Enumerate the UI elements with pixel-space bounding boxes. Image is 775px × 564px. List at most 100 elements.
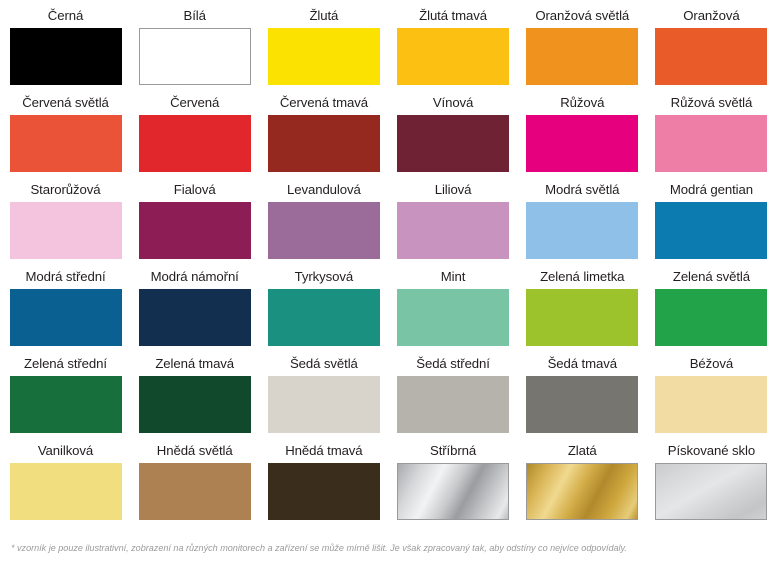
color-swatch[interactable]: Mint — [397, 265, 510, 352]
color-swatch-label: Růžová — [560, 95, 605, 110]
color-swatch[interactable]: Béžová — [655, 352, 768, 439]
color-swatch[interactable]: Zelená střední — [9, 352, 122, 439]
color-swatch[interactable]: Starorůžová — [9, 178, 122, 265]
color-swatch[interactable]: Oranžová — [655, 4, 768, 91]
color-swatch-grid: Černá Bílá Žlutá Žlutá tmavá Oranžová světlá… — [9, 4, 768, 526]
color-swatch-label: Šedá světlá — [289, 356, 358, 371]
color-swatch-chip[interactable] — [138, 463, 251, 520]
color-swatch[interactable]: Červená tmavá — [267, 91, 380, 178]
color-swatch-chip[interactable] — [397, 463, 510, 520]
color-swatch-label: Bílá — [183, 8, 206, 23]
color-swatch-chip[interactable] — [655, 463, 768, 520]
color-swatch-chip[interactable] — [397, 202, 510, 259]
color-swatch-chip[interactable] — [267, 28, 380, 85]
color-swatch[interactable]: Modrá světlá — [526, 178, 639, 265]
color-swatch-chip[interactable] — [397, 376, 510, 433]
color-swatch[interactable]: Zelená světlá — [655, 265, 768, 352]
color-swatch-label: Černá — [47, 8, 84, 23]
color-swatch-label: Starorůžová — [30, 182, 101, 197]
color-swatch[interactable]: Šedá tmavá — [526, 352, 639, 439]
color-swatch[interactable]: Žlutá tmavá — [397, 4, 510, 91]
color-swatch-label: Zelená tmavá — [155, 356, 235, 371]
color-swatch-chip[interactable] — [655, 289, 768, 346]
color-swatch-label: Zelená světlá — [672, 269, 750, 284]
color-swatch-label: Modrá gentian — [669, 182, 753, 197]
color-swatch[interactable]: Zelená limetka — [526, 265, 639, 352]
color-swatch[interactable]: Pískované sklo — [655, 439, 768, 526]
color-swatch-label: Modrá námořní — [150, 269, 239, 284]
color-swatch[interactable]: Šedá střední — [397, 352, 510, 439]
color-swatch[interactable]: Červená — [138, 91, 251, 178]
color-swatch-chip[interactable] — [655, 115, 768, 172]
footnote-text: * vzorník je pouze ilustrativní, zobraze… — [11, 543, 627, 553]
color-swatch-chip[interactable] — [655, 376, 768, 433]
color-swatch[interactable]: Žlutá — [267, 4, 380, 91]
color-swatch-label: Červená — [170, 95, 220, 110]
color-swatch-label: Žlutá tmavá — [419, 8, 487, 23]
color-swatch-label: Tyrkysová — [294, 269, 354, 284]
color-swatch-chip[interactable] — [526, 376, 639, 433]
color-swatch-chip[interactable] — [526, 202, 639, 259]
color-swatch-label: Oranžová — [683, 8, 740, 23]
color-swatch-label: Stříbrná — [430, 443, 477, 458]
color-swatch-chip[interactable] — [138, 376, 251, 433]
color-swatch[interactable]: Oranžová světlá — [526, 4, 639, 91]
color-swatch-chip[interactable] — [9, 28, 122, 85]
color-swatch[interactable]: Hnědá světlá — [138, 439, 251, 526]
color-swatch-chip[interactable] — [138, 202, 251, 259]
color-swatch[interactable]: Černá — [9, 4, 122, 91]
color-swatch-chip[interactable] — [267, 202, 380, 259]
color-swatch[interactable]: Fialová — [138, 178, 251, 265]
color-swatch-label: Šedá tmavá — [547, 356, 617, 371]
color-swatch-chip[interactable] — [397, 28, 510, 85]
color-swatch[interactable]: Tyrkysová — [267, 265, 380, 352]
color-swatch-chip[interactable] — [138, 28, 251, 85]
color-swatch-label: Modrá světlá — [545, 182, 620, 197]
color-swatch[interactable]: Hnědá tmavá — [267, 439, 380, 526]
color-swatch-label: Modrá střední — [25, 269, 106, 284]
color-swatch-chip[interactable] — [138, 115, 251, 172]
color-swatch[interactable]: Růžová světlá — [655, 91, 768, 178]
color-swatch-label: Vanilková — [37, 443, 94, 458]
color-swatch[interactable]: Levandulová — [267, 178, 380, 265]
color-swatch-chip[interactable] — [655, 202, 768, 259]
color-swatch-label: Hnědá tmavá — [285, 443, 363, 458]
color-swatch-chip[interactable] — [267, 115, 380, 172]
color-swatch-label: Žlutá — [309, 8, 339, 23]
color-swatch-label: Levandulová — [287, 182, 361, 197]
color-swatch[interactable]: Liliová — [397, 178, 510, 265]
color-swatch-chip[interactable] — [9, 463, 122, 520]
color-swatch[interactable]: Modrá námořní — [138, 265, 251, 352]
color-swatch-chip[interactable] — [655, 28, 768, 85]
color-swatch-chip[interactable] — [267, 289, 380, 346]
color-swatch-label: Zelená střední — [24, 356, 107, 371]
color-swatch-label: Červená tmavá — [279, 95, 368, 110]
color-swatch[interactable]: Růžová — [526, 91, 639, 178]
color-swatch[interactable]: Vínová — [397, 91, 510, 178]
color-swatch-chip[interactable] — [9, 115, 122, 172]
color-swatch-label: Zelená limetka — [540, 269, 625, 284]
color-swatch[interactable]: Modrá gentian — [655, 178, 768, 265]
color-swatch[interactable]: Bílá — [138, 4, 251, 91]
color-swatch-chip[interactable] — [526, 463, 639, 520]
color-swatch[interactable]: Šedá světlá — [267, 352, 380, 439]
color-swatch-chip[interactable] — [9, 289, 122, 346]
color-swatch[interactable]: Zelená tmavá — [138, 352, 251, 439]
color-swatch-chip[interactable] — [138, 289, 251, 346]
color-swatch[interactable]: Vanilková — [9, 439, 122, 526]
color-swatch-chip[interactable] — [526, 115, 639, 172]
color-swatch-label: Vínová — [432, 95, 474, 110]
color-swatch-chip[interactable] — [397, 289, 510, 346]
color-swatch-chip[interactable] — [267, 463, 380, 520]
color-swatch-chip[interactable] — [9, 376, 122, 433]
color-swatch[interactable]: Modrá střední — [9, 265, 122, 352]
color-swatch-chip[interactable] — [9, 202, 122, 259]
color-swatch-label: Oranžová světlá — [535, 8, 630, 23]
color-swatch-chip[interactable] — [397, 115, 510, 172]
color-swatch[interactable]: Zlatá — [526, 439, 639, 526]
color-swatch-chip[interactable] — [526, 289, 639, 346]
color-swatch-chip[interactable] — [526, 28, 639, 85]
color-swatch[interactable]: Červená světlá — [9, 91, 122, 178]
color-swatch[interactable]: Stříbrná — [397, 439, 510, 526]
color-swatch-chip[interactable] — [267, 376, 380, 433]
